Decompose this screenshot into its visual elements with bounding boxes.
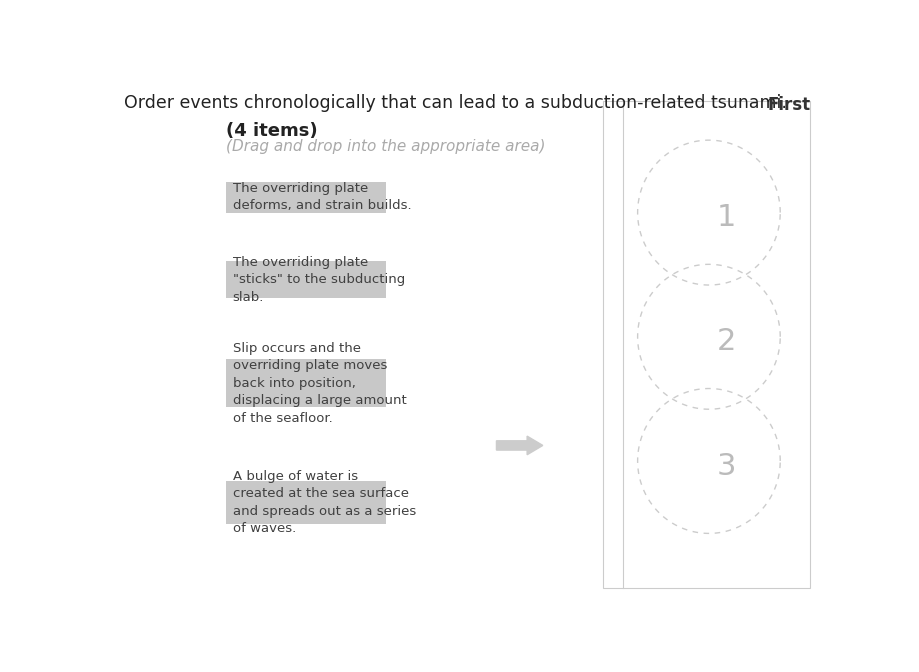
Text: First: First: [766, 96, 810, 114]
Text: The overriding plate
deforms, and strain builds.: The overriding plate deforms, and strain…: [233, 182, 411, 212]
Bar: [225, 181, 386, 212]
Bar: [603, 101, 810, 588]
Text: The overriding plate
"sticks" to the subducting
slab.: The overriding plate "sticks" to the sub…: [233, 256, 404, 304]
Text: A bulge of water is
created at the sea surface
and spreads out as a series
of wa: A bulge of water is created at the sea s…: [233, 470, 415, 535]
Text: 3: 3: [716, 452, 736, 480]
Bar: [225, 481, 386, 523]
Text: (Drag and drop into the appropriate area): (Drag and drop into the appropriate area…: [225, 139, 544, 154]
Bar: [225, 360, 386, 407]
Text: Order events chronologically that can lead to a subduction-related tsunami.: Order events chronologically that can le…: [123, 93, 786, 112]
Text: (4 items): (4 items): [225, 122, 317, 140]
Bar: [225, 261, 386, 298]
Text: Slip occurs and the
overriding plate moves
back into position,
displacing a larg: Slip occurs and the overriding plate mov…: [233, 342, 406, 425]
Text: 2: 2: [716, 327, 735, 356]
FancyArrow shape: [496, 436, 542, 455]
Text: 1: 1: [716, 203, 735, 233]
